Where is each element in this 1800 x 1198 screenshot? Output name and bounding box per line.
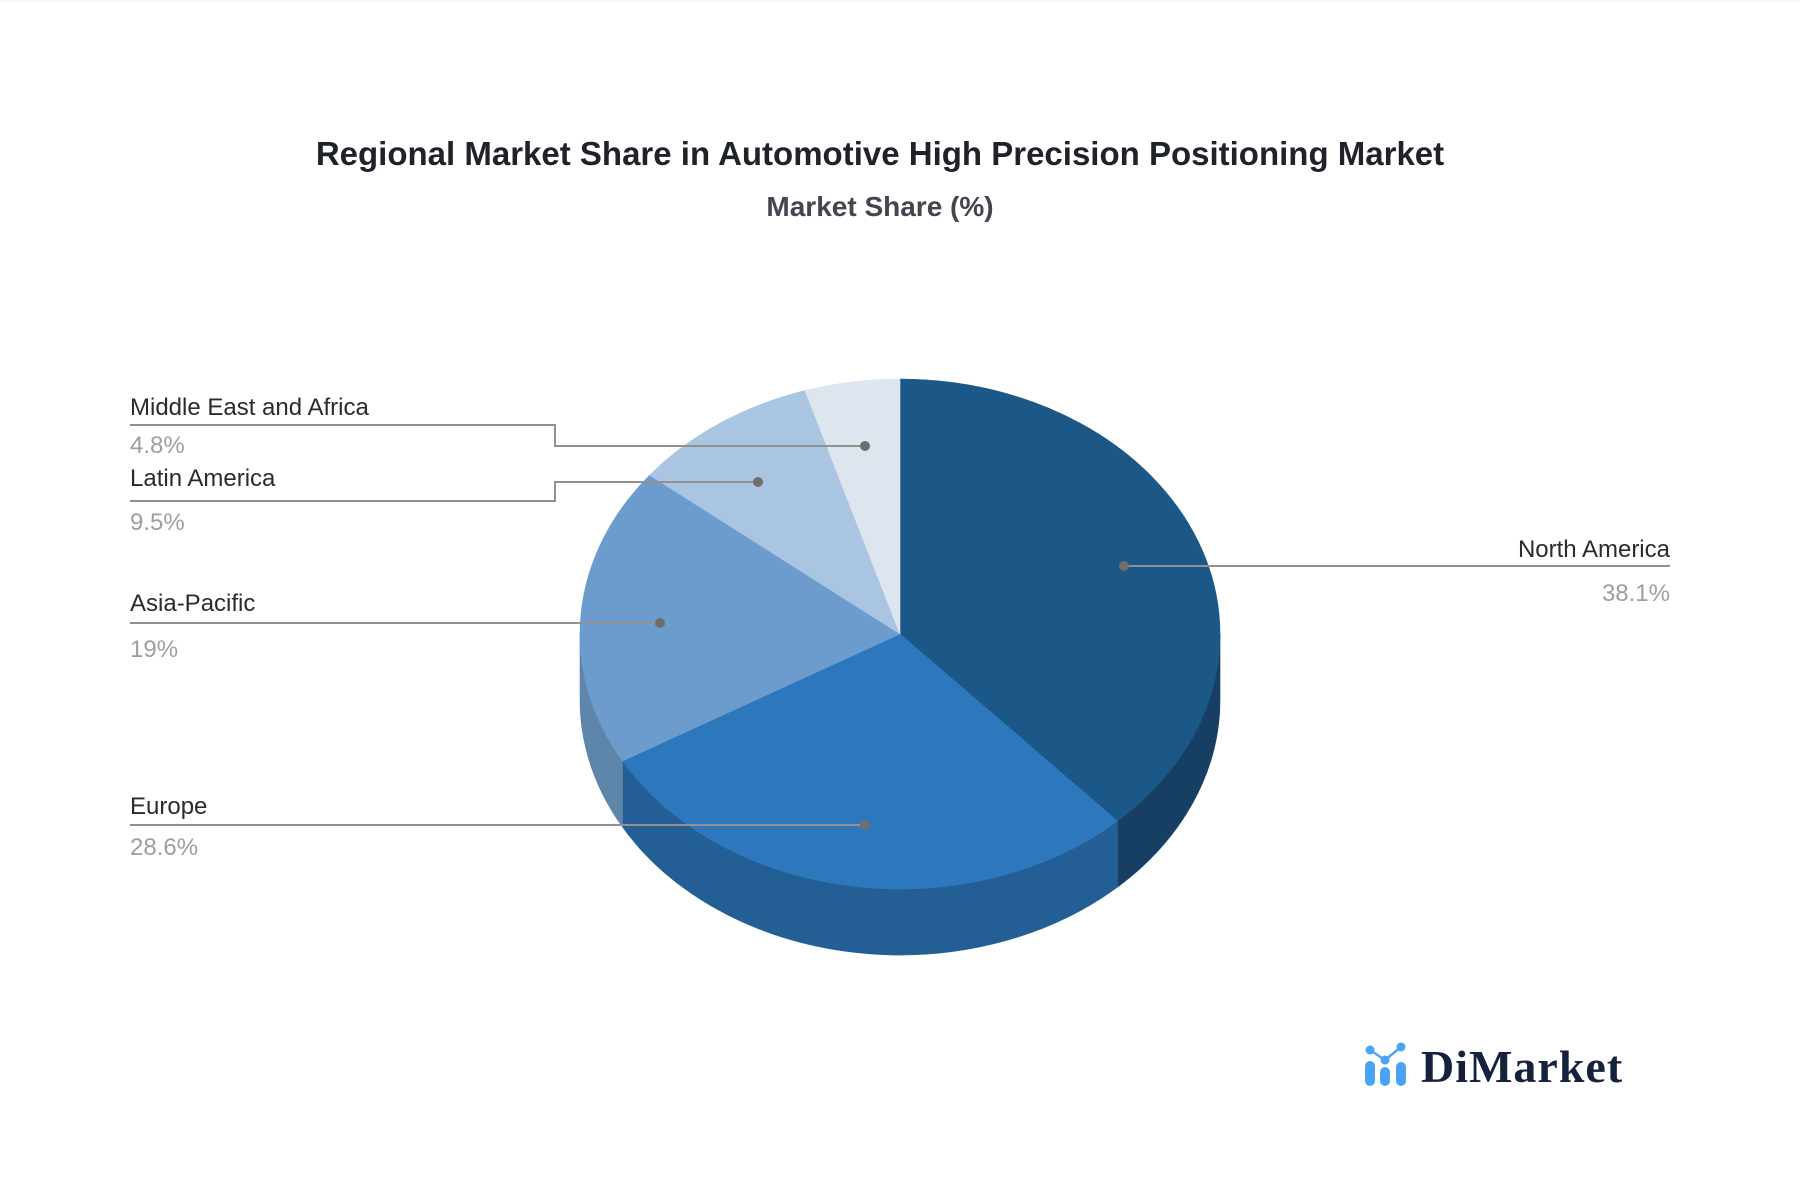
logo-chart-icon — [1365, 1042, 1406, 1086]
pie-slice-north-america[interactable] — [899, 378, 1221, 822]
pie-slice-middle-east-and-africa[interactable] — [804, 378, 901, 635]
slice-value-europe: 28.6% — [130, 834, 199, 861]
label-line-middle-east-and-africa — [130, 424, 865, 447]
chart-subtitle: Market Share (%) — [766, 191, 994, 222]
slice-label-europe: Europe — [130, 793, 208, 820]
slice-label-north-america: North America — [1517, 536, 1670, 563]
slice-label-middle-east-and-africa: Middle East and Africa — [130, 394, 369, 421]
slice-value-north-america: 38.1% — [1601, 580, 1670, 607]
label-dot-asia-pacific — [655, 618, 665, 628]
slice-label-asia-pacific: Asia-Pacific — [130, 590, 256, 617]
pie-slice-asia-pacific[interactable] — [579, 474, 901, 762]
logo-text: DiMarket — [1421, 1041, 1624, 1092]
label-dot-middle-east-and-africa — [860, 441, 870, 451]
pie-slice-latin-america[interactable] — [649, 390, 901, 635]
label-dot-north-america — [1119, 561, 1129, 571]
slice-label-latin-america: Latin America — [130, 465, 276, 492]
label-dot-europe — [860, 820, 870, 830]
slice-value-asia-pacific: 19% — [130, 636, 179, 663]
slice-value-middle-east-and-africa: 4.8% — [130, 432, 185, 459]
label-dot-latin-america — [753, 477, 763, 487]
chart-title: Regional Market Share in Automotive High… — [315, 135, 1445, 172]
slice-value-latin-america: 9.5% — [130, 509, 185, 536]
brand-logo: DiMarket — [1363, 1042, 1623, 1092]
label-line-latin-america — [130, 481, 758, 502]
